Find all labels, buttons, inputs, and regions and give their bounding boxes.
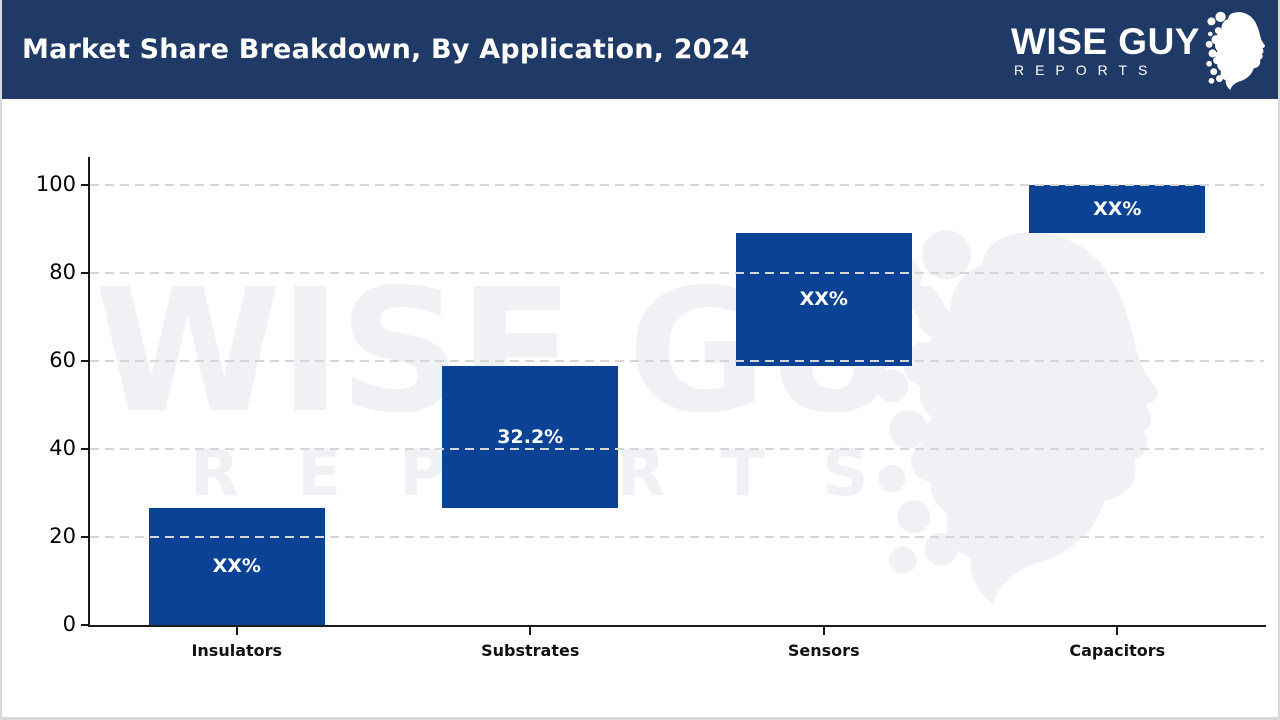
wiseguy-logo: WISE GUY REPORTS bbox=[1011, 10, 1268, 90]
page-title: Market Share Breakdown, By Application, … bbox=[22, 34, 750, 65]
gridline bbox=[90, 448, 1264, 450]
bar-value-label: 32.2% bbox=[497, 426, 564, 449]
y-tick-mark bbox=[81, 184, 89, 186]
x-tick-label: Capacitors bbox=[1069, 641, 1166, 660]
logo-wordmark: WISE GUY bbox=[1010, 20, 1200, 62]
y-tick-label: 60 bbox=[49, 348, 76, 372]
y-axis-line bbox=[88, 157, 90, 627]
bar-substrates: 32.2% bbox=[442, 366, 619, 508]
gridline bbox=[90, 360, 1264, 362]
y-tick-label: 0 bbox=[62, 612, 76, 636]
y-tick-mark bbox=[81, 360, 89, 362]
x-tick-mark bbox=[822, 627, 825, 635]
bar-value-label: XX% bbox=[212, 555, 261, 578]
y-tick-mark bbox=[81, 624, 89, 626]
header-bar: Market Share Breakdown, By Application, … bbox=[2, 0, 1278, 99]
x-tick-mark bbox=[1116, 627, 1119, 635]
bar-sensors: XX% bbox=[735, 232, 912, 367]
bar-capacitors: XX% bbox=[1029, 185, 1206, 233]
gridline bbox=[90, 536, 1264, 538]
y-tick-label: 100 bbox=[35, 172, 76, 196]
x-tick-mark bbox=[529, 627, 532, 635]
y-tick-label: 80 bbox=[49, 260, 76, 284]
bar-value-label: XX% bbox=[799, 288, 848, 311]
x-axis-line bbox=[88, 625, 1266, 627]
bar-insulators: XX% bbox=[148, 507, 325, 625]
x-tick-label: Insulators bbox=[191, 641, 283, 660]
bar-value-label: XX% bbox=[1093, 197, 1142, 220]
logo-subtitle: REPORTS bbox=[1013, 61, 1159, 78]
gridline bbox=[90, 272, 1264, 274]
y-tick-mark bbox=[81, 536, 89, 538]
logo-text: WISE GUY REPORTS bbox=[1011, 23, 1200, 77]
gridline bbox=[90, 184, 1264, 186]
y-tick-mark bbox=[81, 272, 89, 274]
watermark-head-icon bbox=[875, 230, 1159, 604]
x-tick-mark bbox=[235, 627, 238, 635]
wiseguy-head-icon bbox=[1205, 11, 1265, 90]
x-tick-label: Substrates bbox=[481, 641, 580, 660]
y-tick-label: 20 bbox=[49, 524, 76, 548]
y-tick-mark bbox=[81, 448, 89, 450]
y-tick-label: 40 bbox=[49, 436, 76, 460]
x-tick-label: Sensors bbox=[787, 641, 860, 660]
